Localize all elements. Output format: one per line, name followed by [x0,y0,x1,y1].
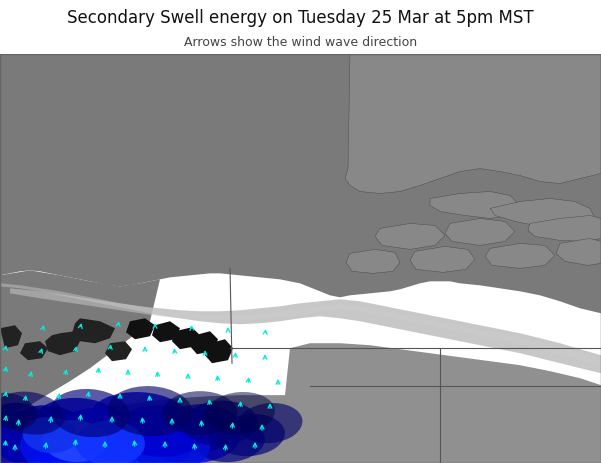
Polygon shape [346,250,400,274]
Ellipse shape [0,403,50,444]
Text: Arrows show the wind wave direction: Arrows show the wind wave direction [184,36,417,49]
Polygon shape [410,247,475,273]
Ellipse shape [140,409,240,463]
Ellipse shape [23,417,78,453]
Ellipse shape [85,412,195,463]
Ellipse shape [75,421,145,463]
Ellipse shape [160,404,240,452]
Ellipse shape [195,420,265,462]
Ellipse shape [20,422,100,463]
Ellipse shape [75,421,165,463]
Polygon shape [10,289,601,365]
Ellipse shape [205,392,275,434]
Polygon shape [152,322,180,343]
Polygon shape [172,327,200,350]
Polygon shape [190,332,218,355]
Ellipse shape [0,392,65,435]
Polygon shape [490,199,595,229]
Polygon shape [20,342,48,360]
Ellipse shape [162,391,237,435]
Ellipse shape [43,420,108,462]
Polygon shape [0,55,601,313]
Ellipse shape [215,414,285,456]
Text: Secondary Swell energy on Tuesday 25 Mar at 5pm MST: Secondary Swell energy on Tuesday 25 Mar… [67,8,534,26]
Polygon shape [0,344,601,463]
Polygon shape [205,339,233,363]
Polygon shape [430,192,520,219]
Ellipse shape [130,421,210,463]
Ellipse shape [183,400,257,445]
Polygon shape [445,219,515,246]
Ellipse shape [90,392,190,444]
Ellipse shape [0,429,37,463]
Polygon shape [345,55,601,194]
Polygon shape [105,342,132,362]
Ellipse shape [0,411,70,463]
Ellipse shape [50,389,130,437]
Polygon shape [45,332,80,356]
Ellipse shape [237,403,302,443]
Polygon shape [72,319,115,344]
Ellipse shape [30,413,130,463]
Polygon shape [0,284,601,373]
Polygon shape [485,244,555,269]
Ellipse shape [115,405,205,457]
Polygon shape [528,216,601,242]
Polygon shape [0,325,22,349]
Ellipse shape [35,398,125,448]
Ellipse shape [108,386,192,436]
Polygon shape [0,271,160,418]
Ellipse shape [58,408,142,458]
Polygon shape [556,239,601,266]
Ellipse shape [13,405,87,451]
Polygon shape [0,349,70,395]
Polygon shape [375,224,445,250]
Polygon shape [126,319,155,339]
Ellipse shape [0,393,37,430]
